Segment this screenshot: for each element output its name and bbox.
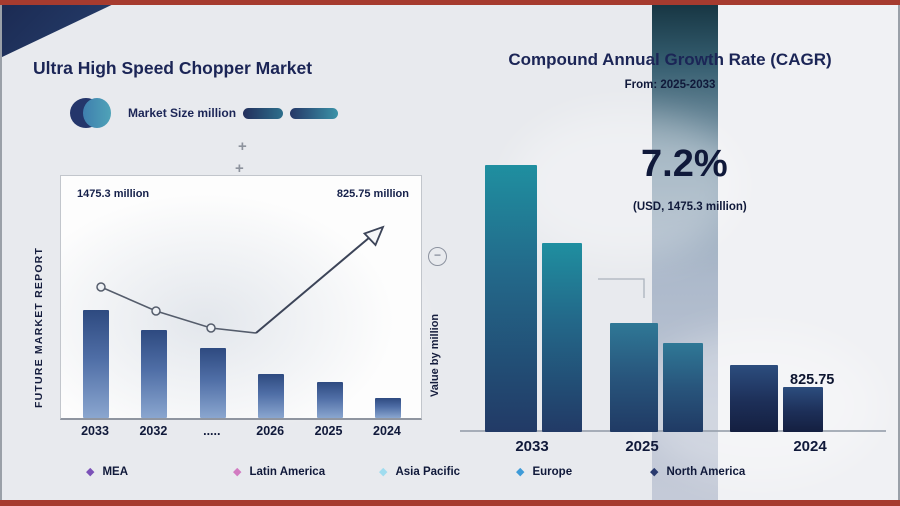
legend-item-asia-pacific: ◆ Asia Pacific [379,464,460,480]
x-label-2032: 2032 [139,424,168,438]
region-legend: ◆ MEA ◆ Latin America ◆ Asia Pacific ◆ Europe ◆ N… [0,464,900,488]
legend-label: MEA [102,466,129,478]
legend-label: Market Size million [128,106,237,120]
legend-label: Latin America [249,466,326,478]
cagr-period: From: 2025-2033 [624,79,716,91]
cagr-bar-groups: 2033 2025 2024 [462,132,887,455]
top-border-strip [0,0,900,5]
future-market-report-label: FUTURE MARKET REPORT [33,246,45,409]
x-label-.....: ..... [203,424,221,438]
plus-decoration: + [238,138,247,155]
cagr-title: Compound Annual Growth Rate (CAGR) [508,50,832,69]
market-bar-2026 [258,374,285,418]
market-bar-2032 [141,330,168,418]
corner-triangle-decoration [0,0,122,58]
cagr-bar-2025-2 [663,343,703,432]
min-value-annotation: 825.75 million [336,188,409,200]
minus-circle-icon: − [428,247,447,266]
cagr-bar-2024-2 [783,387,823,432]
market-size-legend: Market Size million [66,94,339,132]
cylinder-icon [66,95,118,131]
step-line-decoration [598,278,645,298]
market-bar-2024 [374,398,401,418]
market-bar-2025 [316,382,343,418]
cagr-basis-note: (USD, 1475.3 million) [633,201,747,213]
legend-label: Asia Pacific [395,466,461,478]
legend-item-europe: ◆ Europe [516,464,572,480]
year-axis-labels: 2033 2032..... 2026 2025 2024 [71,424,411,438]
cagr-bar-2024-1 [730,365,778,432]
cagr-group-label-2024: 2024 [793,438,827,455]
value-annotation-825: 825.75 [790,372,835,388]
legend-diamond-icon: ◆ [86,466,95,478]
plus-decoration: + [235,160,244,177]
market-size-chart-panel: 1475.3 million 825.75 million [60,175,422,420]
x-label-2025: 2025 [314,424,343,438]
legend-diamond-icon: ◆ [233,466,242,478]
market-chart-title: Ultra High Speed Chopper Market [33,58,313,78]
legend-label: Europe [532,466,573,478]
market-bar-..... [199,348,226,418]
x-label-2026: 2026 [256,424,285,438]
legend-item-latin-america: ◆ Latin America [233,464,325,480]
left-border-strip [0,0,2,506]
cagr-header: Compound Annual Growth Rate (CAGR) From:… [452,50,888,91]
x-label-2024: 2024 [373,424,401,438]
cagr-bar-2025-1 [610,323,658,432]
right-border-strip [898,0,900,506]
legend-label: North America [666,466,746,478]
gradient-pill-decoration [243,107,284,119]
market-size-bars [83,198,401,418]
gradient-pill-decoration [290,107,339,119]
x-label-2033: 2033 [81,424,109,438]
legend-item-mea: ◆ MEA [86,464,128,480]
legend-diamond-icon: ◆ [516,466,525,478]
legend-diamond-icon: ◆ [650,466,659,478]
bottom-border-strip [0,500,900,506]
background-blob [510,110,740,260]
cagr-bar-2033-2 [542,243,582,432]
cagr-bar-2033-1 [485,165,537,432]
max-value-annotation: 1475.3 million [77,188,150,200]
value-axis-label: Value by million [429,313,441,397]
cagr-group-label-2025: 2025 [625,438,659,455]
market-bar-2033 [83,310,109,418]
legend-item-north-america: ◆ North America [650,464,745,480]
cagr-percentage: 7.2% [641,143,728,185]
cagr-group-label-2033: 2033 [515,438,549,455]
legend-diamond-icon: ◆ [379,466,388,478]
